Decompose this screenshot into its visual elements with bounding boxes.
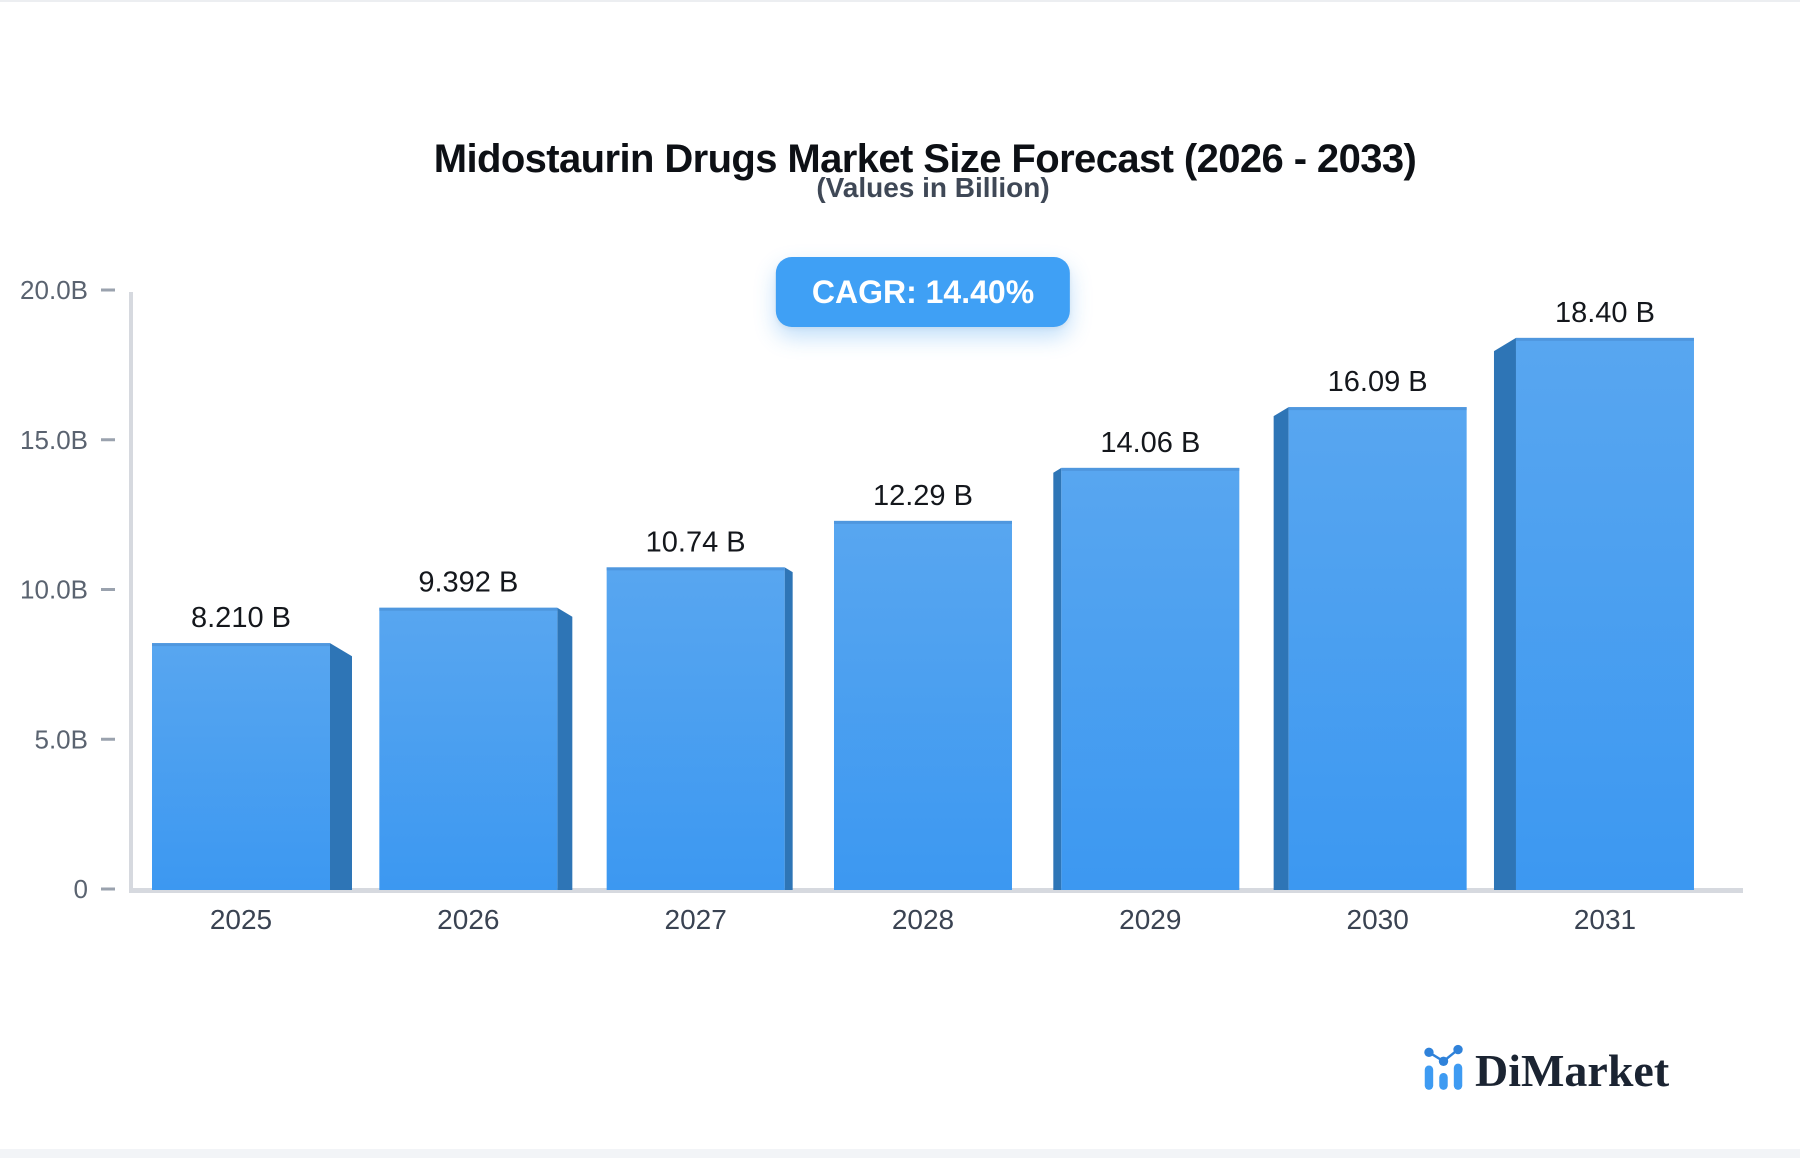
bar-value-label-2028: 12.29 B <box>873 480 973 512</box>
bar-2026[interactable] <box>379 607 558 890</box>
y-tick-label-0: 0 <box>74 874 88 904</box>
bar-side-2031 <box>1493 337 1516 890</box>
bar-value-label-2027: 10.74 B <box>646 526 746 558</box>
y-tick-label-5: 5.0B <box>35 724 89 754</box>
bar-2031[interactable] <box>1515 337 1694 890</box>
y-tick-5 <box>101 737 115 741</box>
chart-title: Midostaurin Drugs Market Size Forecast (… <box>433 136 1417 181</box>
bar-group-2030: 16.09 B 2030 <box>1273 366 1467 935</box>
x-axis-label-2031: 2031 <box>1574 904 1636 935</box>
x-axis-label-2027: 2027 <box>665 904 727 935</box>
cagr-badge: CAGR: 14.40% <box>775 257 1071 327</box>
logo-dot-3 <box>1453 1044 1463 1055</box>
bar-group-2028: 12.29 B 2028 <box>833 480 1012 935</box>
bar-group-2026: 9.392 B 2026 <box>379 567 573 935</box>
x-axis-label-2029: 2029 <box>1119 904 1181 935</box>
brand-logo[interactable]: DiMarket <box>1421 1040 1670 1097</box>
bar-side-2030 <box>1273 407 1289 890</box>
bar-2028[interactable] <box>833 520 1012 890</box>
bar-side-2029 <box>1053 467 1062 890</box>
bar-value-label-2030: 16.09 B <box>1328 366 1428 398</box>
bar-side-2025 <box>330 643 352 890</box>
brand-logo-text: DiMarket <box>1475 1045 1670 1097</box>
bar-side-2027 <box>784 567 793 890</box>
chart-subtitle: (Values in Billion) <box>816 172 1050 203</box>
logo-dot-1 <box>1424 1047 1434 1058</box>
y-axis-line <box>129 292 133 893</box>
bar-2030[interactable] <box>1288 407 1467 890</box>
x-axis-baseline <box>129 888 1743 893</box>
x-axis-label-2028: 2028 <box>892 904 954 935</box>
bar-2029[interactable] <box>1061 467 1240 890</box>
y-tick-label-20: 20.0B <box>20 275 88 305</box>
x-axis-label-2025: 2025 <box>210 904 272 935</box>
y-tick-label-10: 10.0B <box>20 575 88 605</box>
bar-side-2026 <box>557 607 573 890</box>
y-tick-0 <box>101 887 115 891</box>
logo-bar-1 <box>1424 1065 1434 1090</box>
logo-bar-2 <box>1439 1072 1448 1090</box>
bar-2025[interactable] <box>152 643 330 890</box>
y-tick-15 <box>101 438 115 442</box>
bar-group-2025: 8.210 B 2025 <box>152 602 352 935</box>
bar-group-2029: 14.06 B 2029 <box>1053 427 1240 935</box>
bar-value-label-2025: 8.210 B <box>191 602 291 634</box>
bar-chart-logo-icon <box>1424 1044 1463 1090</box>
x-axis-label-2026: 2026 <box>437 904 499 935</box>
bar-value-label-2031: 18.40 B <box>1555 297 1655 329</box>
logo-dot-2 <box>1438 1056 1449 1066</box>
y-tick-20 <box>101 288 115 292</box>
bar-group-2027: 10.74 B 2027 <box>606 526 793 935</box>
logo-bar-3 <box>1453 1063 1463 1090</box>
bar-2027[interactable] <box>606 567 785 890</box>
y-tick-10 <box>101 588 115 591</box>
bar-group-2031: 18.40 B 2031 <box>1493 297 1694 935</box>
bottom-edge-strip <box>0 1149 1800 1158</box>
x-axis-label-2030: 2030 <box>1347 904 1409 935</box>
y-tick-label-15: 15.0B <box>20 425 88 455</box>
bar-value-label-2026: 9.392 B <box>418 567 518 599</box>
bar-value-label-2029: 14.06 B <box>1100 427 1200 459</box>
